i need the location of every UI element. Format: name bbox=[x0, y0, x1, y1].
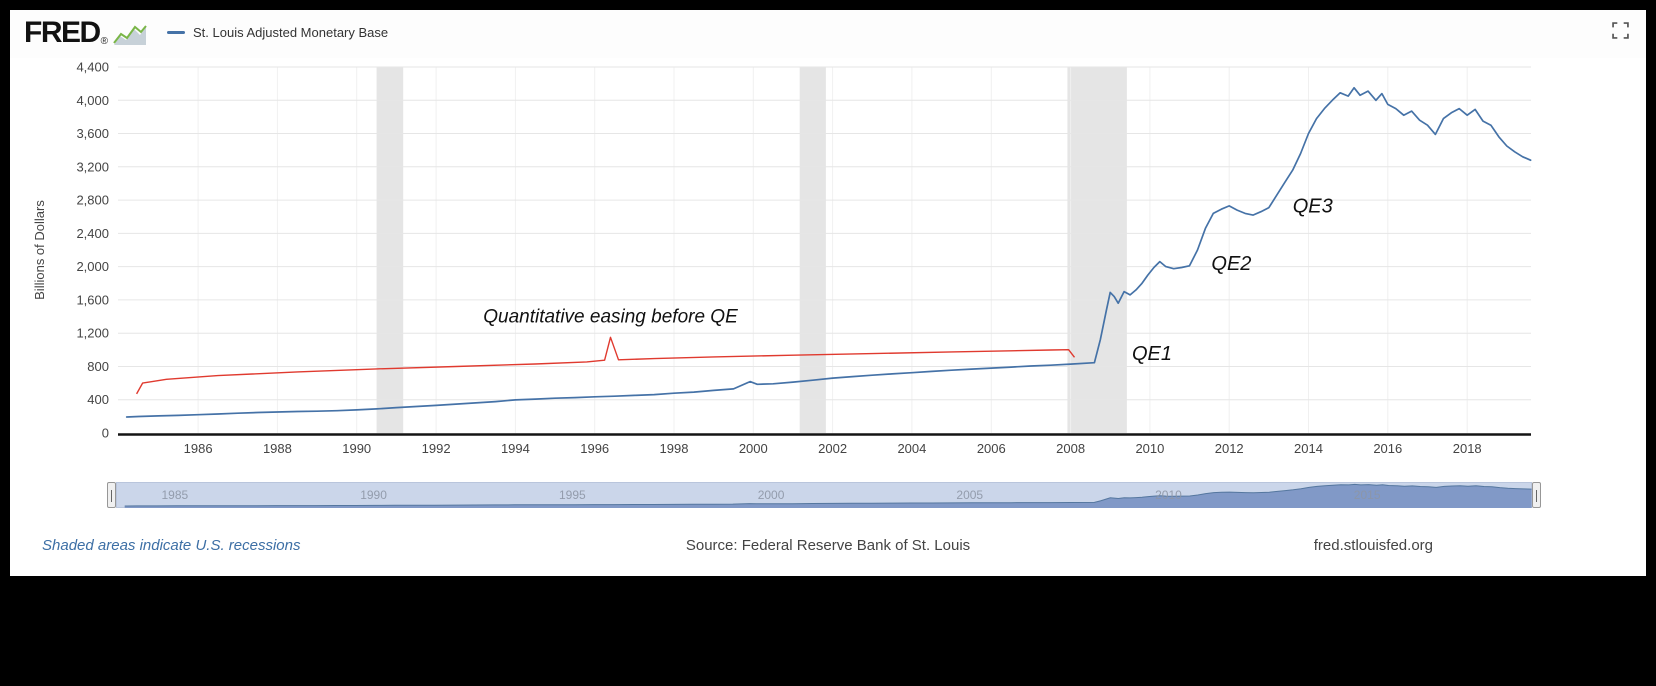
x-tick-label: 2004 bbox=[897, 441, 926, 456]
y-tick-label: 400 bbox=[87, 392, 109, 407]
x-tick-label: 2010 bbox=[1135, 441, 1164, 456]
x-tick-label: 1994 bbox=[501, 441, 530, 456]
chart-header: FRED ® St. Louis Adjusted Monetary Base bbox=[10, 10, 1646, 58]
sparkline-icon bbox=[113, 25, 147, 45]
y-tick-label: 3,600 bbox=[76, 126, 109, 141]
slider-year-label: 2015 bbox=[1354, 488, 1381, 502]
x-tick-label: 2006 bbox=[977, 441, 1006, 456]
x-tick-label: 2008 bbox=[1056, 441, 1085, 456]
x-tick-label: 2018 bbox=[1453, 441, 1482, 456]
slider-area-line bbox=[124, 483, 1532, 507]
slider-left-handle[interactable] bbox=[107, 482, 116, 508]
fred-logo-text: FRED bbox=[24, 16, 101, 49]
y-tick-label: 4,000 bbox=[76, 93, 109, 108]
x-tick-label: 1992 bbox=[422, 441, 451, 456]
y-tick-label: 2,800 bbox=[76, 193, 109, 208]
legend-line-swatch bbox=[167, 31, 185, 34]
y-tick-label: 2,400 bbox=[76, 226, 109, 241]
range-slider[interactable]: 1985 1990 1995 2000 2005 2010 2015 bbox=[107, 482, 1541, 508]
recession-bands bbox=[376, 67, 1127, 433]
x-tick-label: 1996 bbox=[580, 441, 609, 456]
slider-year-label: 2005 bbox=[956, 488, 983, 502]
y-tick-label: 1,600 bbox=[76, 292, 109, 307]
x-tick-label: 1986 bbox=[184, 441, 213, 456]
recession-note: Shaded areas indicate U.S. recessions bbox=[42, 537, 301, 554]
series-line bbox=[125, 86, 1532, 418]
x-tick-label: 2014 bbox=[1294, 441, 1323, 456]
registered-mark: ® bbox=[100, 36, 109, 47]
slider-area bbox=[124, 484, 1532, 508]
fullscreen-button[interactable] bbox=[1608, 20, 1632, 44]
x-tick-label: 2002 bbox=[818, 441, 847, 456]
annotation-qe2: QE2 bbox=[1211, 253, 1251, 275]
x-tick-label: 2000 bbox=[739, 441, 768, 456]
annotations: QE1 QE2 QE3 Quantitative easing before QE bbox=[483, 196, 1333, 365]
chart-card: FRED ® St. Louis Adjusted Monetary Base … bbox=[10, 10, 1646, 576]
axis-tick-labels: 0 400 800 1,200 1,600 2,000 2,400 2,800 3,200 3,6… bbox=[76, 60, 1481, 457]
x-tick-label: 1988 bbox=[263, 441, 292, 456]
annotation-qe1: QE1 bbox=[1132, 343, 1172, 365]
x-tick-label: 2016 bbox=[1373, 441, 1402, 456]
fred-logo: FRED ® bbox=[24, 16, 147, 50]
slider-year-label: 1990 bbox=[360, 488, 387, 502]
y-tick-label: 3,200 bbox=[76, 159, 109, 174]
x-tick-label: 1998 bbox=[660, 441, 689, 456]
gridlines bbox=[118, 66, 1531, 433]
source-text: Source: Federal Reserve Bank of St. Loui… bbox=[685, 537, 971, 554]
y-tick-label: 2,000 bbox=[76, 259, 109, 274]
y-tick-label: 0 bbox=[102, 426, 109, 441]
y-tick-label: 1,200 bbox=[76, 326, 109, 341]
x-tick-label: 1990 bbox=[342, 441, 371, 456]
qe-brace-annotation bbox=[135, 336, 1076, 395]
x-tick-label: 2012 bbox=[1215, 441, 1244, 456]
legend-label: St. Louis Adjusted Monetary Base bbox=[193, 25, 389, 40]
main-chart: 0 400 800 1,200 1,600 2,000 2,400 2,800 3,200 3,6… bbox=[76, 60, 1532, 457]
slider-chart[interactable]: 1985 1990 1995 2000 2005 2010 2015 bbox=[116, 482, 1532, 508]
slider-year-labels: 1985 1990 1995 2000 2005 2010 2015 bbox=[162, 488, 1381, 502]
slider-year-label: 2000 bbox=[758, 488, 785, 502]
annotation-qe-before-qe: Quantitative easing before QE bbox=[483, 306, 738, 327]
slider-year-label: 2010 bbox=[1155, 488, 1182, 502]
slider-year-label: 1995 bbox=[559, 488, 586, 502]
site-link[interactable]: fred.stlouisfed.org bbox=[1313, 537, 1433, 554]
y-tick-label: 4,400 bbox=[76, 60, 109, 75]
series-legend: St. Louis Adjusted Monetary Base bbox=[167, 25, 388, 40]
fullscreen-expand-icon bbox=[1611, 22, 1629, 39]
chart-footer: Shaded areas indicate U.S. recessions So… bbox=[10, 537, 1646, 559]
slider-right-handle[interactable] bbox=[1532, 482, 1541, 508]
y-tick-label: 800 bbox=[87, 359, 109, 374]
annotation-qe3: QE3 bbox=[1293, 196, 1333, 218]
slider-year-label: 1985 bbox=[162, 488, 189, 502]
